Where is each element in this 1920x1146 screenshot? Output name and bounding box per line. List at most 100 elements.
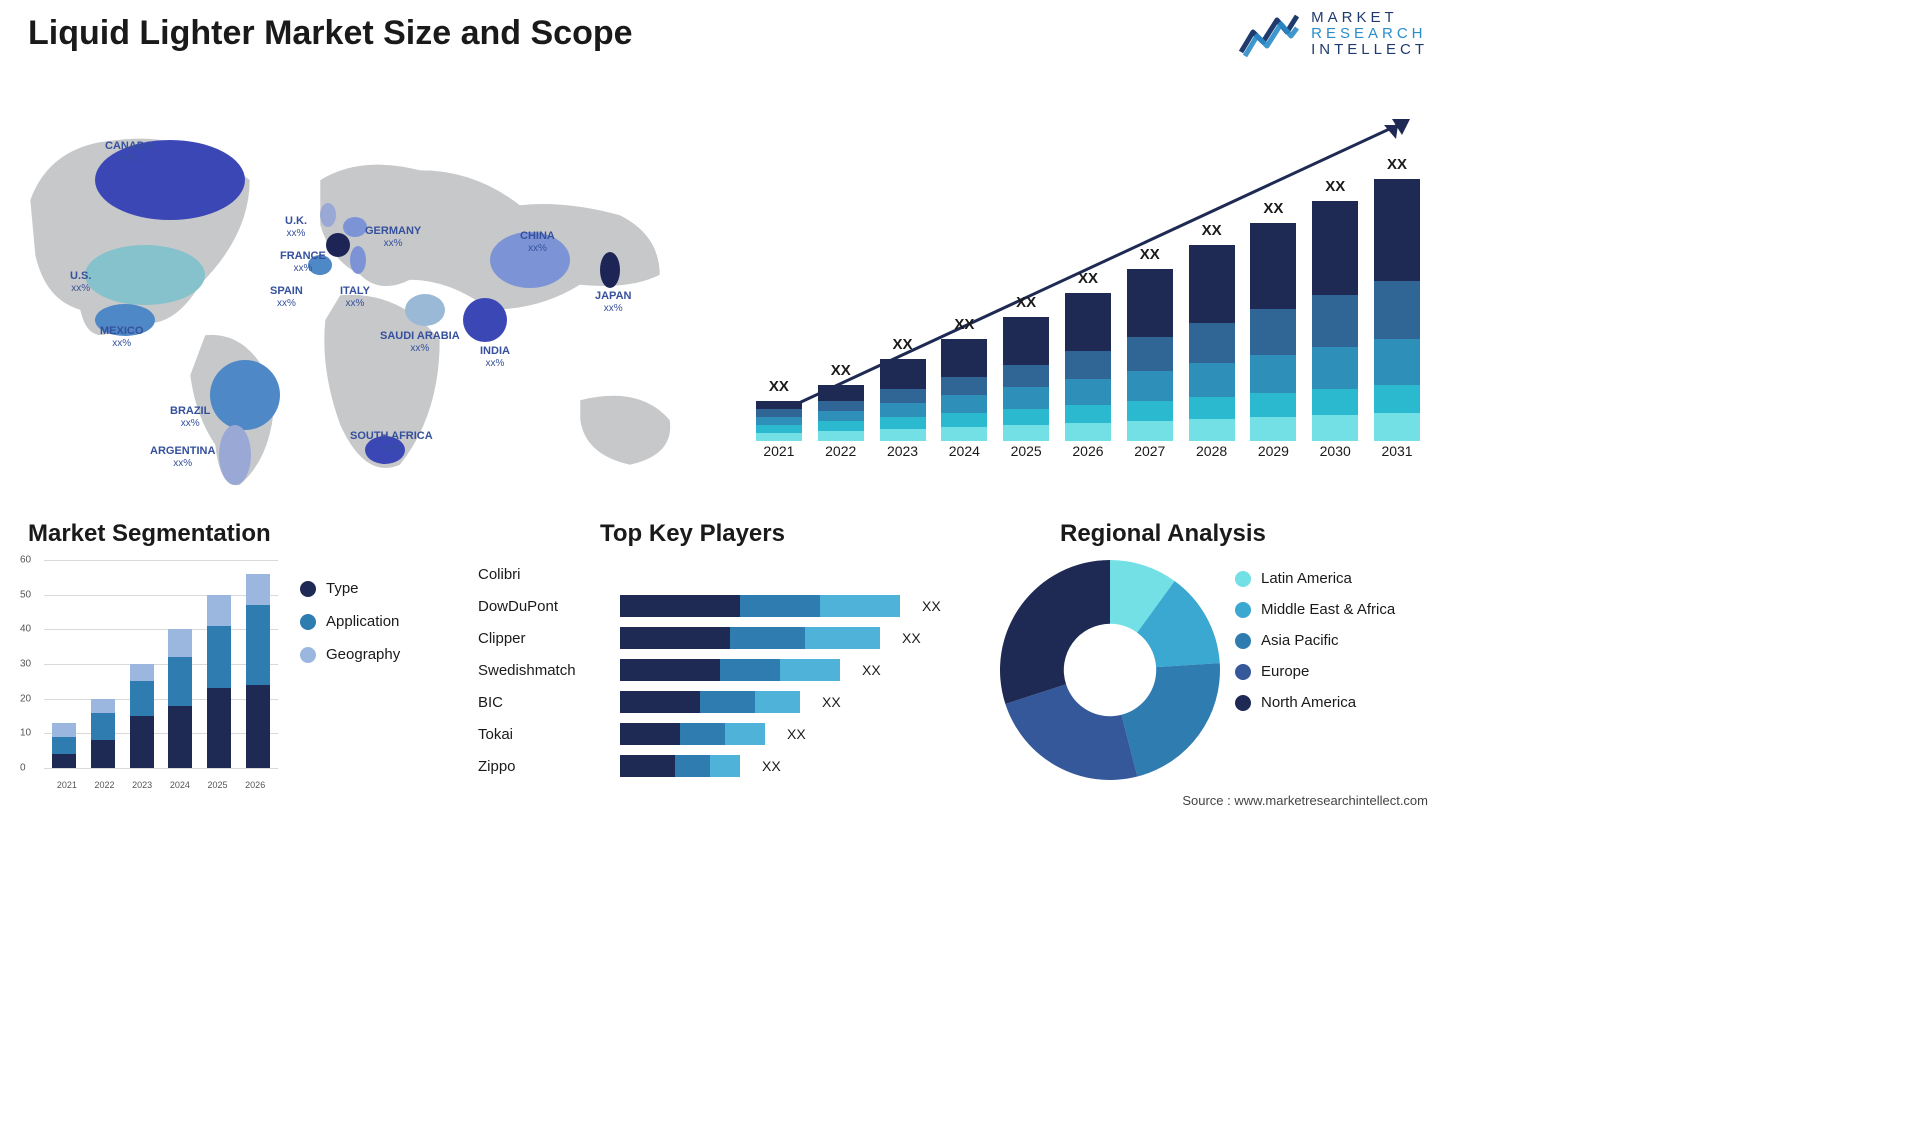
main-bar-seg [818, 411, 864, 421]
donut-slice [1005, 684, 1137, 780]
main-bar-seg [756, 433, 802, 441]
seg-legend-item: Application [300, 613, 400, 630]
legend-swatch-icon [1235, 602, 1251, 618]
main-xlabel: 2028 [1181, 443, 1243, 465]
main-growth-chart: XXXXXXXXXXXXXXXXXXXXXX 20212022202320242… [748, 95, 1428, 465]
main-bar-seg [756, 401, 802, 409]
legend-swatch-icon [300, 581, 316, 597]
player-row: TokaiXX [478, 720, 958, 748]
map-label-brazil: BRAZILxx% [170, 405, 210, 429]
map-label-spain: SPAINxx% [270, 285, 303, 309]
regional-legend: Latin AmericaMiddle East & AfricaAsia Pa… [1235, 570, 1395, 711]
brand-logo: MARKET RESEARCH INTELLECT [1239, 10, 1428, 58]
seg-ylabel: 30 [20, 659, 31, 670]
seg-gridline [44, 768, 278, 769]
player-bar-seg [620, 755, 675, 777]
world-map: CANADAxx%U.S.xx%MEXICOxx%BRAZILxx%ARGENT… [20, 85, 700, 500]
main-bar-seg [1003, 425, 1049, 441]
main-bar-seg [756, 417, 802, 425]
player-bar-seg [805, 627, 880, 649]
main-bar-seg [1250, 355, 1296, 393]
player-name: Colibri [478, 566, 608, 583]
seg-bar-seg [207, 595, 231, 626]
main-bar-seg [1003, 409, 1049, 425]
player-name: Clipper [478, 630, 608, 647]
seg-bar-seg [91, 699, 115, 713]
legend-label: Geography [326, 646, 400, 663]
main-xlabel: 2030 [1304, 443, 1366, 465]
player-bar-seg [700, 691, 755, 713]
main-bar-seg [1374, 179, 1420, 281]
player-row: DowDuPont XX [478, 592, 958, 620]
legend-label: Europe [1261, 663, 1309, 680]
map-label-japan: JAPANxx% [595, 290, 631, 314]
legend-label: Application [326, 613, 399, 630]
player-bar-seg [620, 691, 700, 713]
seg-bar-2022 [87, 699, 120, 768]
seg-bar-2025 [203, 595, 236, 768]
map-label-south-africa: SOUTH AFRICAxx% [350, 430, 433, 454]
regional-legend-item: North America [1235, 694, 1395, 711]
player-value: XX [922, 598, 941, 614]
player-row: SwedishmatchXX [478, 656, 958, 684]
main-bar-2025: XX [995, 294, 1057, 441]
main-bar-2022: XX [810, 362, 872, 441]
map-label-germany: GERMANYxx% [365, 225, 421, 249]
main-bar-toplabel: XX [1202, 222, 1222, 239]
main-bar-seg [1127, 371, 1173, 401]
seg-bar-seg [130, 716, 154, 768]
donut-slice [1121, 663, 1220, 776]
player-value: XX [822, 694, 841, 710]
seg-bar-seg [246, 685, 270, 768]
main-bar-seg [941, 413, 987, 427]
main-bar-toplabel: XX [1078, 270, 1098, 287]
seg-bar-seg [168, 629, 192, 657]
main-bar-seg [1250, 309, 1296, 355]
legend-swatch-icon [300, 614, 316, 630]
player-bar [620, 691, 800, 713]
legend-swatch-icon [1235, 695, 1251, 711]
main-bar-seg [1065, 293, 1111, 351]
map-label-argentina: ARGENTINAxx% [150, 445, 215, 469]
main-bar-seg [880, 403, 926, 417]
main-xlabel: 2027 [1119, 443, 1181, 465]
player-bar [620, 723, 765, 745]
main-bar-seg [1374, 281, 1420, 339]
player-name: DowDuPont [478, 598, 608, 615]
seg-xlabel: 2022 [86, 780, 124, 790]
main-xlabel: 2021 [748, 443, 810, 465]
player-bar-seg [720, 659, 780, 681]
player-bar [620, 595, 900, 617]
main-bar-seg [1065, 379, 1111, 405]
player-bar [620, 659, 840, 681]
player-bar [620, 627, 880, 649]
seg-bar-2023 [125, 664, 158, 768]
main-bar-2029: XX [1243, 200, 1305, 441]
legend-swatch-icon [1235, 633, 1251, 649]
seg-bar-seg [130, 664, 154, 681]
main-bar-toplabel: XX [1387, 156, 1407, 173]
logo-text: MARKET RESEARCH INTELLECT [1311, 10, 1428, 57]
seg-bar-seg [246, 574, 270, 605]
seg-ylabel: 0 [20, 763, 26, 774]
player-bar-seg [710, 755, 740, 777]
main-bar-toplabel: XX [1263, 200, 1283, 217]
seg-bar-seg [91, 713, 115, 741]
seg-xlabel: 2021 [48, 780, 86, 790]
main-xlabel: 2025 [995, 443, 1057, 465]
player-bar-seg [725, 723, 765, 745]
main-bar-2023: XX [872, 336, 934, 441]
main-bar-toplabel: XX [1016, 294, 1036, 311]
player-row: BICXX [478, 688, 958, 716]
map-label-mexico: MEXICOxx% [100, 325, 143, 349]
map-label-china: CHINAxx% [520, 230, 555, 254]
main-bar-2027: XX [1119, 246, 1181, 441]
map-label-u-k-: U.K.xx% [285, 215, 307, 239]
main-bar-seg [1127, 401, 1173, 421]
main-bar-seg [1250, 223, 1296, 309]
legend-swatch-icon [1235, 664, 1251, 680]
seg-bar-2024 [164, 629, 197, 768]
regional-legend-item: Middle East & Africa [1235, 601, 1395, 618]
seg-ylabel: 50 [20, 589, 31, 600]
main-bar-seg [1189, 363, 1235, 397]
